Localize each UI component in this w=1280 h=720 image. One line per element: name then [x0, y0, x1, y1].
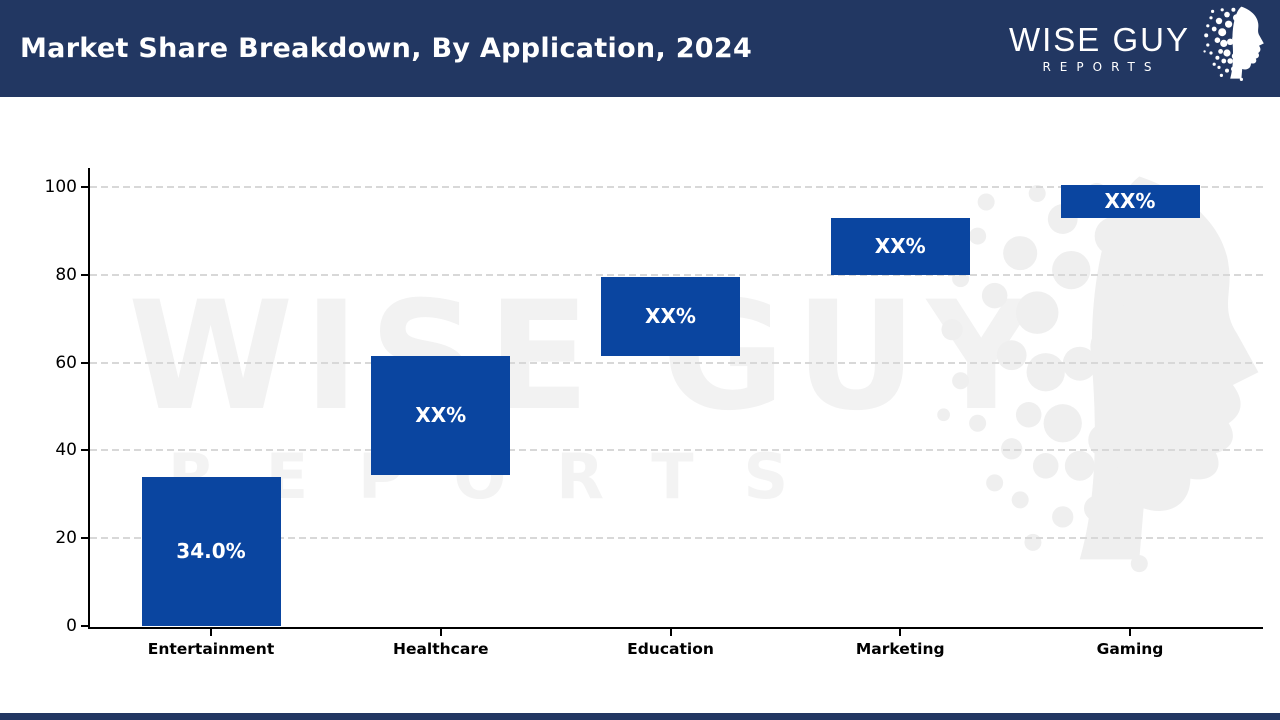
x-axis-line: [88, 627, 1263, 629]
x-axis-category-label: Entertainment: [147, 640, 275, 658]
y-axis-tick-label: 40: [55, 440, 77, 461]
x-axis-category-label: Education: [627, 640, 714, 658]
y-axis-tick-label: 80: [55, 264, 77, 285]
y-axis-tick: [81, 273, 89, 276]
x-axis-tick: [439, 629, 442, 636]
gridline: [90, 273, 1263, 276]
bar-value-label: 34.0%: [176, 539, 246, 564]
bar-value-label: XX%: [874, 234, 926, 259]
header-bar: Market Share Breakdown, By Application, …: [0, 0, 1280, 97]
logo-subtitle: REPORTS: [1042, 59, 1161, 74]
gridline: [90, 361, 1263, 364]
brand-logo: WISE GUY REPORTS: [1009, 5, 1270, 93]
bar-value-label: XX%: [645, 304, 696, 329]
bar-value-label: XX%: [415, 403, 467, 428]
y-axis-tick: [81, 537, 89, 540]
bar-value-label: XX%: [1104, 189, 1156, 214]
watermark-wordmark: WISE GUY: [128, 270, 1046, 444]
x-axis-tick: [669, 629, 672, 636]
bar-gaming: XX%: [1060, 184, 1200, 218]
gridline: [90, 537, 1263, 540]
logo-wordmark: WISE GUY: [1008, 21, 1190, 59]
x-axis-tick: [1129, 629, 1131, 636]
footer-bar: [0, 713, 1280, 720]
y-axis-tick-label: 100: [44, 177, 77, 197]
plot: 0 20 40 60 80 100 34.0% Entertainment XX% Healthc…: [0, 97, 1280, 713]
brand-logo-text: WISE GUY REPORTS: [1009, 23, 1190, 74]
bar-healthcare: XX%: [371, 356, 511, 475]
page-title: Market Share Breakdown, By Application, …: [20, 33, 753, 64]
gridline: [90, 186, 1263, 188]
y-axis-tick: [81, 361, 89, 364]
y-axis-tick: [81, 449, 89, 452]
wiseguy-head-icon: [1203, 6, 1264, 81]
bar-entertainment: 34.0%: [141, 476, 281, 626]
y-axis-tick-label: 0: [66, 616, 77, 636]
x-axis-tick: [899, 629, 902, 636]
y-axis-tick: [81, 186, 89, 188]
x-axis-category-label: Gaming: [1096, 640, 1164, 658]
bar-education: XX%: [601, 276, 740, 356]
bar-marketing: XX%: [830, 217, 970, 275]
x-axis-category-label: Marketing: [855, 640, 945, 658]
y-axis-line: [88, 168, 90, 629]
y-axis-tick-label: 20: [55, 528, 77, 549]
x-axis-tick: [210, 629, 212, 636]
y-axis-tick-label: 60: [55, 352, 77, 373]
x-axis-category-label: Healthcare: [392, 640, 489, 658]
gridline: [90, 449, 1263, 452]
y-axis-tick: [81, 625, 89, 627]
